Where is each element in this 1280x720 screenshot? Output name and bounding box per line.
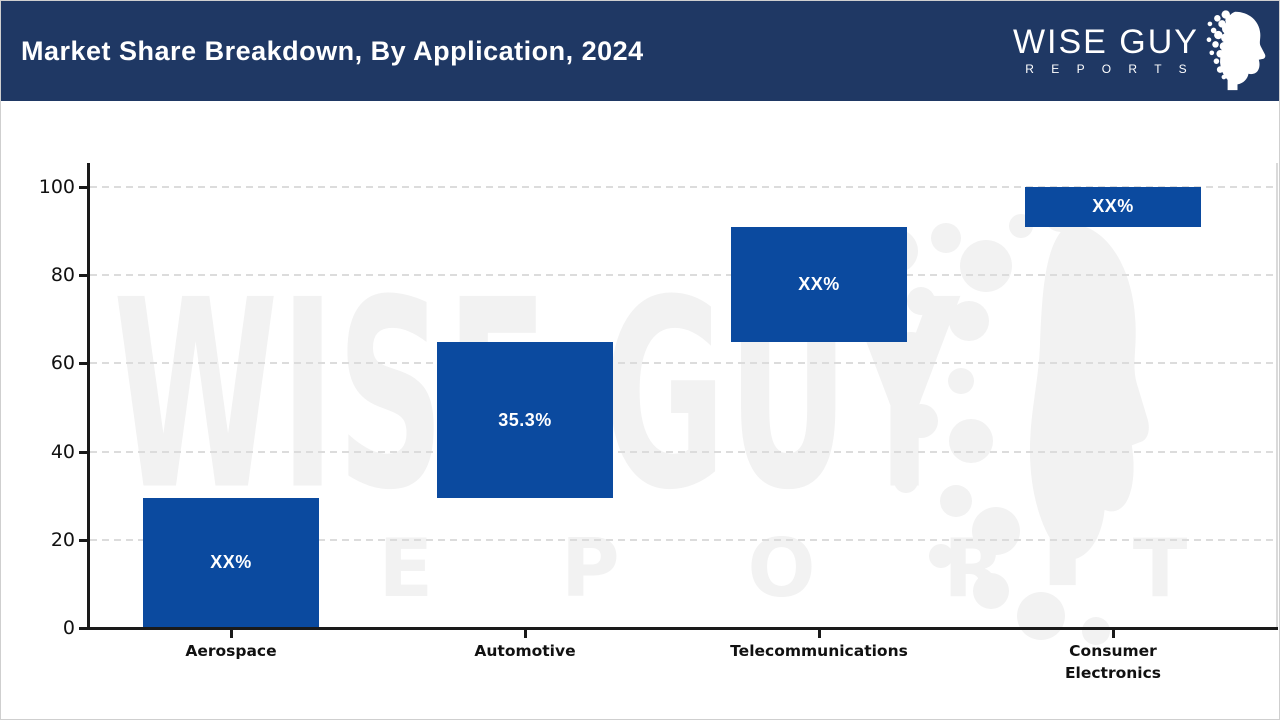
y-tick-40 bbox=[79, 450, 88, 454]
page-title: Market Share Breakdown, By Application, … bbox=[21, 35, 644, 66]
bar-value-label: XX% bbox=[1092, 196, 1134, 217]
y-tick-60 bbox=[79, 362, 88, 366]
y-tick-label: 0 bbox=[62, 617, 75, 639]
wise-guy-logo: WISE GUY R E P O R T S bbox=[1013, 9, 1269, 91]
y-tick-100 bbox=[79, 186, 88, 189]
gridline-60 bbox=[90, 362, 1278, 365]
y-tick-80 bbox=[79, 274, 88, 278]
bar-automotive: 35.3% bbox=[437, 342, 613, 498]
x-tick-label: Automotive bbox=[474, 642, 576, 660]
x-tick-label: Aerospace bbox=[185, 642, 277, 660]
bar-telecommunications: XX% bbox=[731, 226, 907, 343]
right-spine bbox=[1276, 163, 1278, 629]
y-tick-0 bbox=[79, 627, 88, 630]
x-tick-label: Telecommunications bbox=[730, 642, 908, 660]
gridline-20 bbox=[90, 538, 1278, 541]
bar-value-label: 35.3% bbox=[498, 409, 552, 430]
logo-subtitle: R E P O R T S bbox=[1025, 62, 1194, 77]
x-tick bbox=[524, 630, 527, 638]
x-tick-label: Consumer Electronics bbox=[1064, 642, 1162, 682]
x-axis-spine bbox=[87, 627, 1278, 630]
x-tick bbox=[818, 630, 821, 638]
y-tick-label: 40 bbox=[50, 440, 75, 463]
dotted-head-icon bbox=[1206, 10, 1266, 91]
y-tick-label: 20 bbox=[50, 528, 75, 551]
gridline-100 bbox=[90, 186, 1278, 188]
header: Market Share Breakdown, By Application, … bbox=[1, 1, 1279, 101]
y-tick-20 bbox=[79, 538, 88, 542]
y-tick-label: 100 bbox=[38, 176, 75, 198]
x-tick bbox=[230, 630, 233, 638]
x-tick bbox=[1112, 630, 1115, 638]
bar-value-label: XX% bbox=[210, 552, 252, 573]
watermark-subtitle: R E P O R T S bbox=[189, 522, 1279, 615]
logo-wordmark: WISE GUY bbox=[1012, 22, 1199, 61]
bar-value-label: XX% bbox=[798, 273, 840, 294]
y-tick-label: 80 bbox=[50, 264, 75, 287]
y-tick-label: 60 bbox=[50, 352, 75, 375]
logo-text: WISE GUY R E P O R T S bbox=[1012, 22, 1199, 77]
bar-aerospace: XX% bbox=[143, 497, 319, 628]
gridline-40 bbox=[90, 450, 1278, 453]
gridline-80 bbox=[90, 274, 1278, 277]
y-axis-spine bbox=[87, 163, 90, 629]
bar-consumer-electronics: XX% bbox=[1025, 187, 1201, 227]
